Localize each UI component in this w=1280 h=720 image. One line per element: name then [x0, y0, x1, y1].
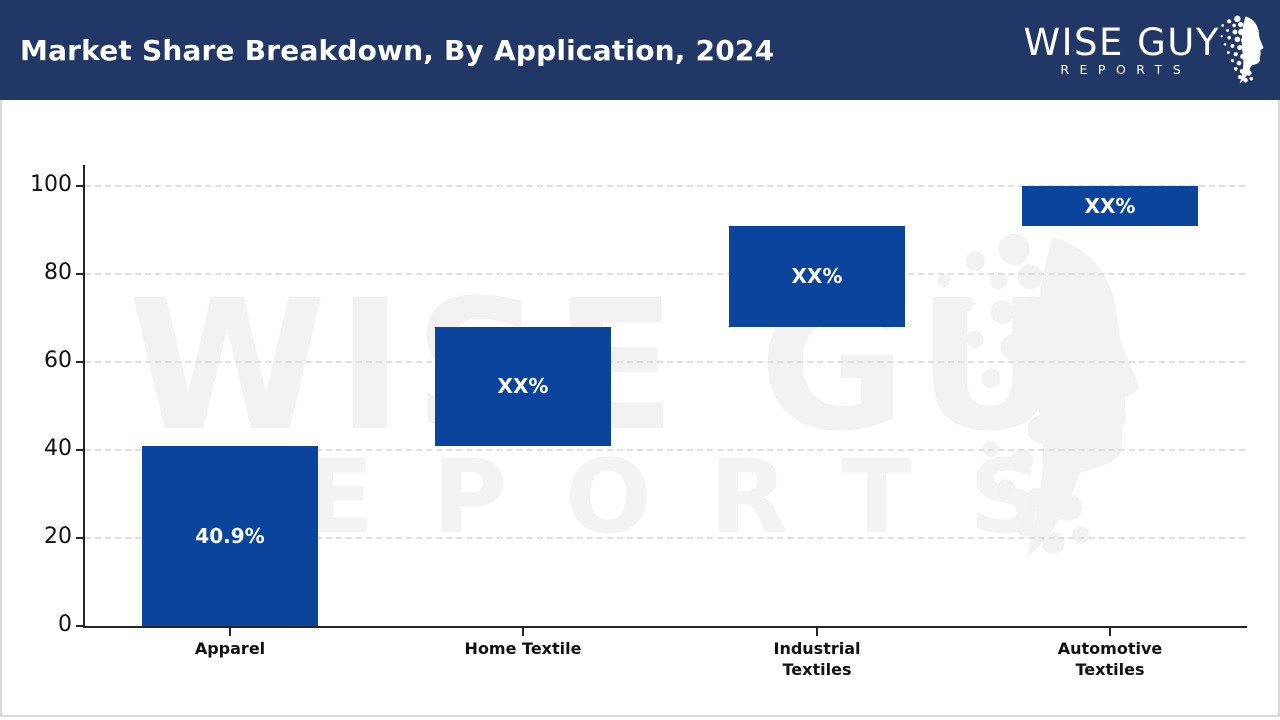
y-axis-tick — [76, 185, 84, 187]
gridline — [85, 361, 1245, 363]
x-category-label-line: Home Textile — [464, 639, 582, 658]
x-category-label-line: Industrial — [773, 639, 861, 658]
header: Market Share Breakdown, By Application, … — [0, 0, 1280, 100]
y-axis-tick — [76, 537, 84, 539]
logo-head-icon — [1220, 15, 1264, 84]
gridline — [85, 449, 1245, 451]
logo-text: WISE GUY REPORTS — [1024, 24, 1220, 77]
y-tick-label: 40 — [44, 436, 72, 461]
x-category-label-line: Textiles — [1075, 660, 1145, 679]
gridline — [85, 537, 1245, 539]
bar-segment — [1022, 186, 1198, 227]
bar-value-label: XX% — [1084, 194, 1136, 219]
logo-subtitle: REPORTS — [1060, 61, 1192, 77]
bar-value-label: XX% — [791, 264, 843, 289]
bar-segment — [435, 326, 611, 447]
wise-guy-reports-logo: WISE GUY REPORTS — [1024, 10, 1266, 90]
y-axis-line — [83, 165, 85, 628]
bar-segment — [729, 226, 905, 327]
y-tick-label: 20 — [44, 524, 72, 549]
y-tick-label: 60 — [44, 348, 72, 373]
x-category-label-line: Apparel — [194, 639, 266, 658]
gridline — [85, 273, 1245, 275]
y-axis-tick — [76, 273, 84, 275]
x-axis-tick — [1109, 628, 1111, 636]
page-title: Market Share Breakdown, By Application, … — [20, 33, 775, 67]
x-axis-tick — [816, 628, 818, 636]
y-tick-label: 100 — [30, 172, 72, 197]
logo-wordmark: WISE GUY — [1023, 20, 1220, 64]
x-category-label-line: Automotive — [1057, 639, 1163, 658]
x-axis-tick — [522, 628, 524, 636]
x-category-label: Apparel — [90, 638, 370, 659]
y-tick-label: 80 — [44, 260, 72, 285]
y-axis-tick — [76, 449, 84, 451]
x-category-label: Industrial Textiles — [677, 638, 957, 680]
y-axis-tick — [76, 625, 84, 627]
x-category-label: Automotive Textiles — [970, 638, 1250, 680]
x-category-label-line: Textiles — [782, 660, 852, 679]
bar-segment — [142, 446, 318, 626]
x-axis-line — [83, 626, 1247, 628]
bar-value-label: XX% — [497, 374, 549, 399]
gridline — [85, 185, 1245, 187]
bar-value-label: 40.9% — [195, 524, 265, 549]
y-tick-label: 0 — [58, 612, 72, 637]
x-category-label: Home Textile — [383, 638, 663, 659]
y-axis-tick — [76, 361, 84, 363]
x-axis-tick — [229, 628, 231, 636]
